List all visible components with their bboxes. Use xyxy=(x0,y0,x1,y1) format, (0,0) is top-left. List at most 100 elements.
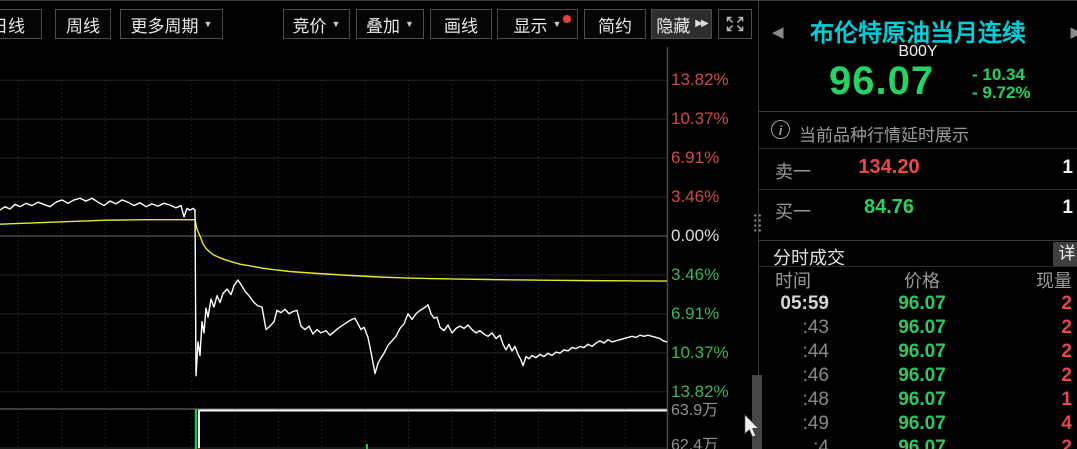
tick-time: 05:59 xyxy=(780,293,829,314)
tick-price: 96.07 xyxy=(898,413,946,434)
percent-axis-label: 0.00% xyxy=(671,226,720,245)
open-interest-line xyxy=(198,409,667,448)
tick-price: 96.07 xyxy=(898,293,946,314)
double-chevron-right-icon: ▶▶ xyxy=(695,18,708,29)
toolbar-button-more-periods[interactable]: 更多周期 ▼ xyxy=(120,9,223,39)
toolbar-button-bidding[interactable]: 竞价 ▼ xyxy=(283,9,350,39)
toolbar-button-label: 日线 xyxy=(0,16,25,36)
tick-volume: 2 xyxy=(1061,317,1072,338)
average-price-line xyxy=(0,218,668,282)
prev-instrument-arrow-icon[interactable]: ◀ xyxy=(772,24,784,41)
intraday-chart-canvas[interactable]: 13.82% 10.37% 6.91% 3.46% 0.00% 3.46% 6.91% 10.… xyxy=(0,47,757,449)
percent-axis-label: 6.91% xyxy=(671,303,720,323)
column-time: 时间 xyxy=(775,271,811,291)
toolbar-button-overlay[interactable]: 叠加 ▼ xyxy=(356,9,424,39)
toolbar-button-draw-line[interactable]: 画线 xyxy=(430,9,492,39)
tick-row: :4 96.07 2 xyxy=(759,437,1077,449)
toolbar-button-weekly[interactable]: 周线 xyxy=(55,9,111,39)
tick-price: 96.07 xyxy=(898,437,946,449)
toolbar-button-label: 叠加 xyxy=(366,16,401,36)
tick-price: 96.07 xyxy=(898,341,946,362)
last-price: 96.07 xyxy=(829,59,935,103)
percent-axis-label: 3.46% xyxy=(671,264,720,284)
tick-volume: 1 xyxy=(1061,389,1072,410)
toolbar-button-label: 竞价 xyxy=(292,16,327,36)
tick-column-headers: 时间 价格 现量 xyxy=(759,267,1077,291)
tick-price: 96.07 xyxy=(898,365,946,386)
toolbar-button-label: 周线 xyxy=(66,16,100,36)
next-instrument-arrow-icon[interactable]: ▶ xyxy=(1070,23,1077,41)
percent-axis-label: 3.46% xyxy=(671,187,720,206)
notification-dot xyxy=(563,15,571,23)
toolbar-button-label: 更多周期 xyxy=(130,16,199,36)
tick-volume: 2 xyxy=(1061,437,1072,449)
panel-resize-grip[interactable] xyxy=(753,213,762,232)
bid-row: 买一 84.76 1 xyxy=(759,189,1077,229)
fullscreen-button[interactable] xyxy=(718,9,752,39)
percent-axis-label: 13.82% xyxy=(671,70,729,90)
toolbar-button-display[interactable]: 显示 ▼ xyxy=(497,9,578,39)
tick-detail-button[interactable]: 详 xyxy=(1053,242,1077,266)
chevron-down-icon: ▼ xyxy=(552,18,562,29)
tick-time: :4 xyxy=(813,437,829,449)
tick-price: 96.07 xyxy=(898,389,946,410)
intraday-chart-svg xyxy=(0,47,669,449)
price-change-percent: - 9.72% xyxy=(972,83,1031,102)
chevron-down-icon: ▼ xyxy=(203,18,213,29)
chevron-down-icon: ▼ xyxy=(331,18,341,29)
info-icon: i xyxy=(771,120,790,139)
column-volume: 现量 xyxy=(1036,271,1072,291)
tick-volume: 2 xyxy=(1061,341,1072,362)
toolbar-button-label: 显示 xyxy=(513,16,548,36)
ask-price: 134.20 xyxy=(858,156,920,178)
tick-list-header: 分时成交 详 xyxy=(759,240,1077,268)
tick-row: :46 96.07 2 xyxy=(759,365,1077,389)
chevron-down-icon: ▼ xyxy=(405,18,414,29)
toolbar-button-label: 隐藏 xyxy=(656,16,691,36)
percent-axis-label: 10.37% xyxy=(671,342,729,362)
column-price: 价格 xyxy=(904,271,940,291)
tick-row: :44 96.07 2 xyxy=(759,341,1077,365)
tick-row: :48 96.07 1 xyxy=(759,389,1077,413)
volume-axis-label: 62.4万 xyxy=(671,437,719,449)
toolbar-button-label: 画线 xyxy=(444,16,478,36)
tick-price: 96.07 xyxy=(898,317,946,338)
tick-row: :49 96.07 4 xyxy=(759,413,1077,437)
volume-axis-label: 63.9万 xyxy=(671,402,719,419)
tick-list-title: 分时成交 xyxy=(773,248,845,268)
tick-time: :44 xyxy=(802,341,829,362)
delay-notice-text: 当前品种行情延时展示 xyxy=(799,126,969,145)
percent-axis-label: 13.82% xyxy=(671,381,729,401)
tick-time: :43 xyxy=(802,317,829,338)
bid-qty: 1 xyxy=(1062,197,1073,218)
tick-time: :49 xyxy=(802,413,829,434)
price-line xyxy=(0,197,668,377)
price-change: - 10.34 xyxy=(972,65,1025,84)
toolbar-button-daily[interactable]: 日线 xyxy=(0,9,42,39)
toolbar-button-label: 简约 xyxy=(598,16,632,36)
tick-row: 05:59 96.07 2 xyxy=(759,293,1077,317)
tick-row: :43 96.07 2 xyxy=(759,317,1077,341)
bid-price: 84.76 xyxy=(863,196,915,218)
toolbar-button-hide[interactable]: 隐藏 ▶▶ xyxy=(651,9,712,39)
quote-panel: ◀ ▶ 布伦特原油当月连续 B00Y 96.07 - 10.34 - 9.72%… xyxy=(758,1,1077,449)
ask-label: 卖一 xyxy=(775,162,811,182)
instrument-code: B00Y xyxy=(898,43,938,60)
percent-axis-label: 10.37% xyxy=(671,109,729,129)
tick-list: 05:59 96.07 2:43 96.07 2:44 96.07 2:46 96.07 2:4… xyxy=(759,293,1077,449)
tick-volume: 4 xyxy=(1061,413,1072,434)
ask-row: 卖一 134.20 1 xyxy=(759,149,1077,189)
vertical-scrollbar-thumb[interactable] xyxy=(752,375,762,449)
ask-qty: 1 xyxy=(1062,157,1073,178)
expand-icon xyxy=(726,16,744,32)
tick-time: :48 xyxy=(802,389,829,410)
instrument-title: 布伦特原油当月连续 xyxy=(810,20,1026,47)
tick-volume: 2 xyxy=(1061,365,1072,386)
bid-label: 买一 xyxy=(775,202,811,222)
chart-toolbar: 日线 周线 更多周期 ▼ 竞价 ▼ 叠加 ▼ 画线 显示 ▼ 简约 隐藏 ▶▶ xyxy=(0,1,757,47)
delay-notice-row: i 当前品种行情延时展示 xyxy=(759,114,1077,148)
toolbar-button-simple[interactable]: 简约 xyxy=(584,9,646,39)
tick-volume: 2 xyxy=(1061,293,1072,314)
percent-axis-label: 6.91% xyxy=(671,148,720,168)
